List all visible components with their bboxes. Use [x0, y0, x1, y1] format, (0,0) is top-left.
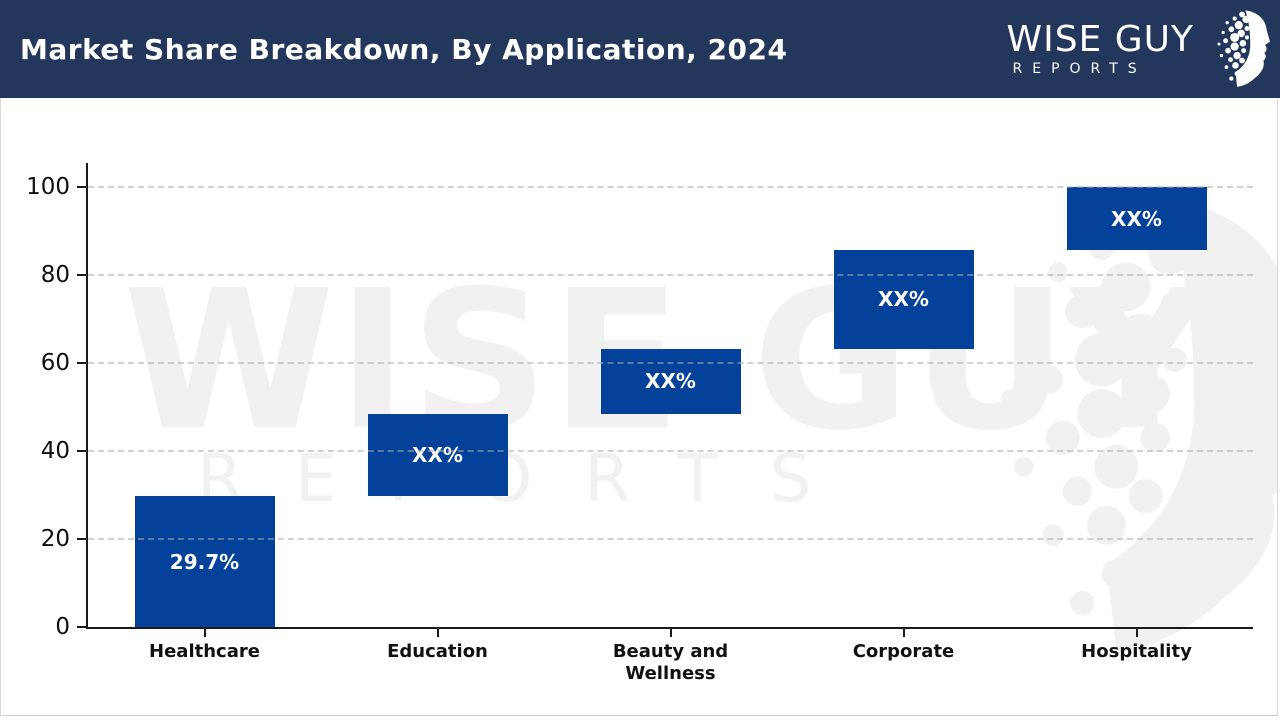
wise-guy-reports-logo: WISE GUY REPORTS [1006, 7, 1270, 91]
logo-subtext: REPORTS [1012, 61, 1147, 77]
dotted-head-icon [1196, 7, 1270, 91]
logo-wordmark: WISE GUY [1006, 19, 1194, 60]
report-header: Market Share Breakdown, By Application, … [0, 0, 1280, 98]
watermark-head-icon [873, 178, 1277, 678]
watermark-subtext: REPORTS [197, 440, 864, 517]
chart-canvas: WISE GUY REPORTS [0, 98, 1278, 716]
watermark-wordmark: WISE GUY [123, 250, 1212, 473]
watermark: WISE GUY REPORTS [1, 98, 1277, 715]
logo-text: WISE GUY REPORTS [1006, 19, 1195, 77]
chart-title: Market Share Breakdown, By Application, … [20, 32, 788, 66]
